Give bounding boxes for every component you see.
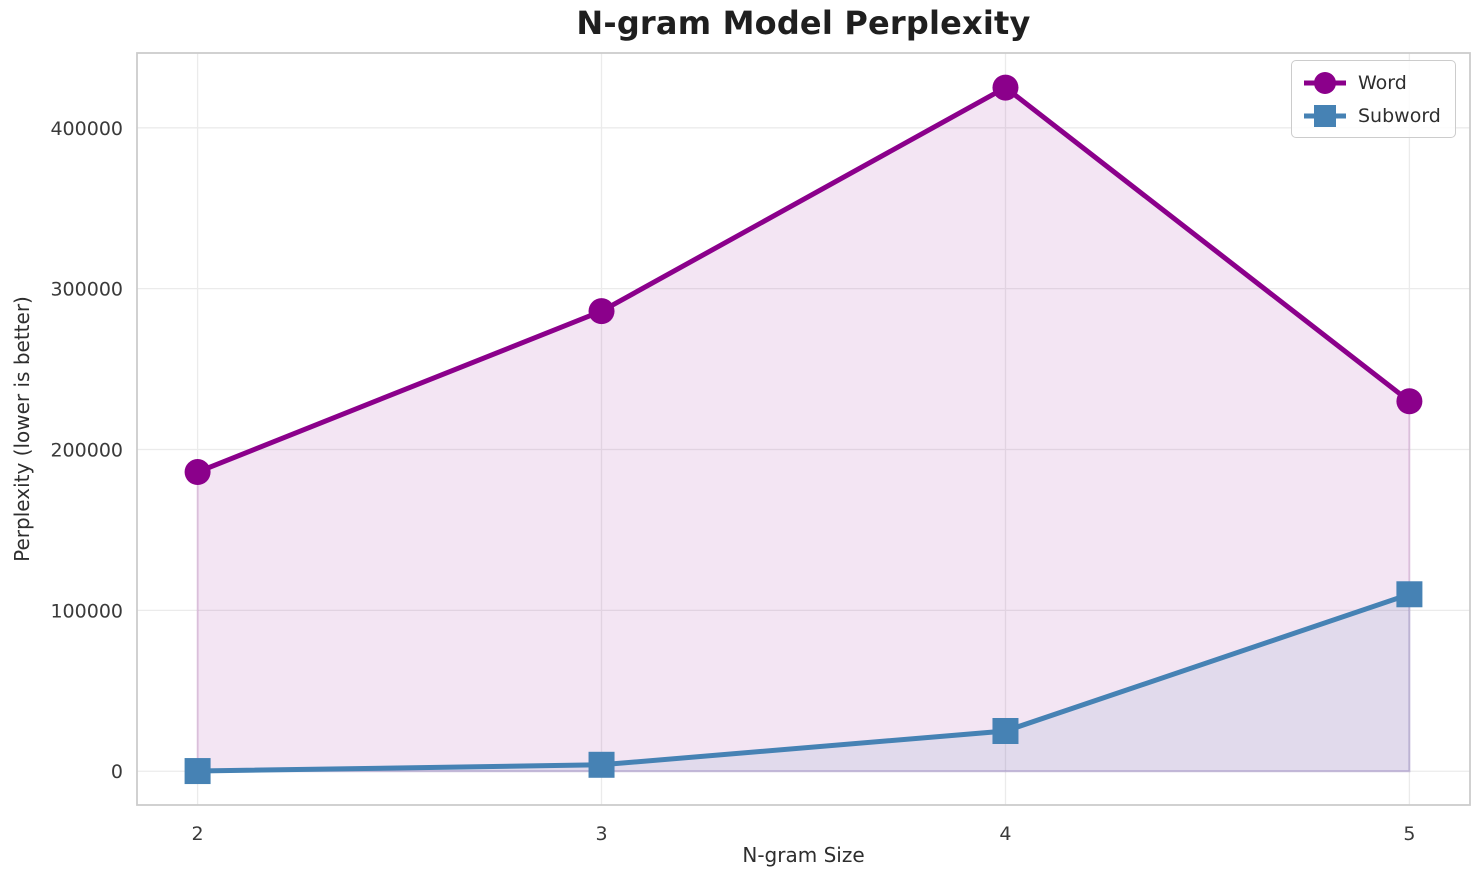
legend: Word Subword [1291,60,1456,138]
x-tick-label-4: 4 [999,823,1011,845]
axes-spines [136,52,1471,806]
y-tick-label-200000: 200000 [50,440,123,462]
legend-label-word: Word [1358,71,1407,94]
subword-marker-2 [184,758,211,785]
x-tick-label-3: 3 [595,823,607,845]
word-marker-5 [1396,388,1423,415]
legend-label-subword: Subword [1358,104,1441,127]
word-line [195,84,1412,475]
subword-marker-5 [1396,581,1423,608]
y-tick-label-100000: 100000 [50,600,123,622]
y-tick-label-300000: 300000 [50,279,123,301]
legend-item-word: Word [1302,66,1445,99]
x-tick-label-2: 2 [192,823,204,845]
word-legend-circle-marker-icon [1304,71,1346,94]
subword-marker-4 [992,718,1019,745]
y-axis-label: Perplexity (lower is better) [10,296,34,562]
subword-marker-3 [588,751,615,778]
word-marker-2 [184,459,211,486]
subword-line [195,591,1412,774]
x-tick-label-5: 5 [1403,823,1415,845]
x-axis-label: N-gram Size [742,843,865,867]
word-marker-3 [588,298,615,325]
chart-title: N-gram Model Perplexity [576,4,1031,42]
y-tick-label-400000: 400000 [50,118,123,140]
subword-legend-square-marker-icon [1304,104,1346,127]
y-tick-label-0: 0 [111,761,123,783]
legend-item-subword: Subword [1302,99,1445,132]
word-marker-4 [992,74,1019,101]
